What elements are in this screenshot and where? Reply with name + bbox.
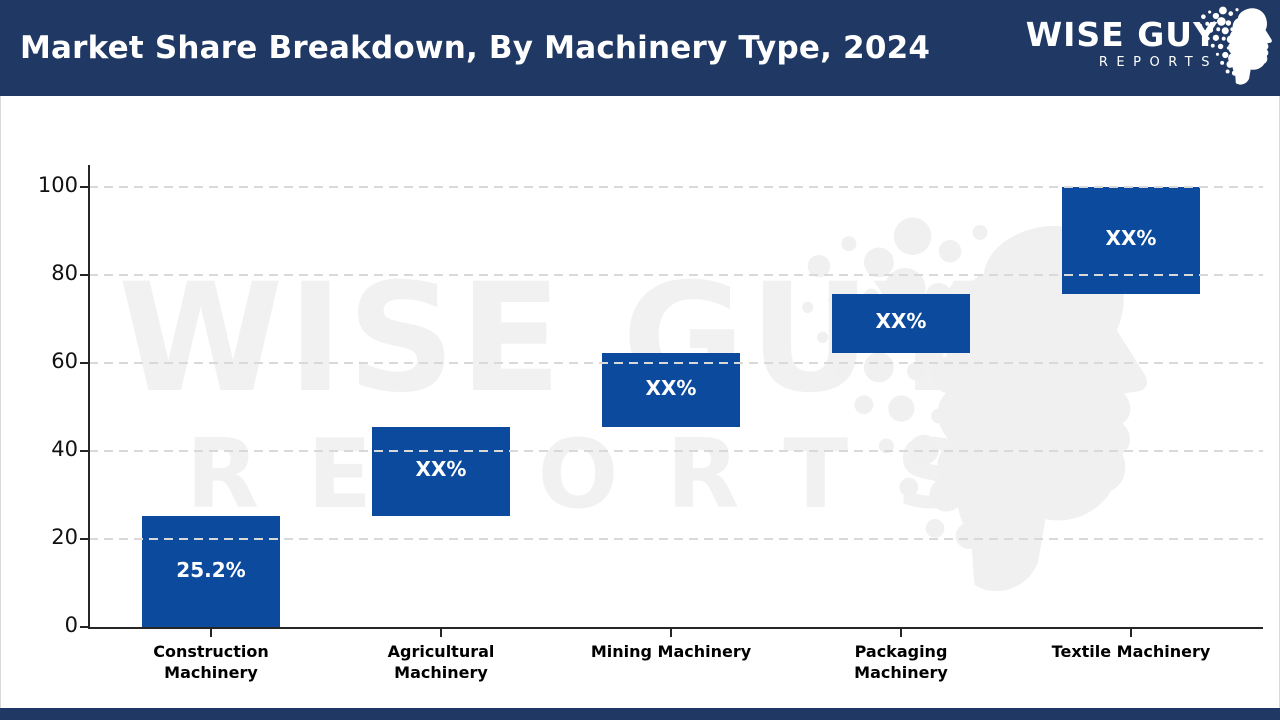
x-axis-label-line: Machinery (164, 663, 258, 682)
x-axis-label-line: Textile Machinery (1051, 642, 1211, 661)
chart-title: Market Share Breakdown, By Machinery Typ… (20, 30, 931, 66)
bar-value-label: XX% (875, 309, 927, 334)
x-axis-spine (88, 627, 1263, 629)
bar-value-label: 25.2% (176, 557, 246, 582)
x-tick-mark (1130, 629, 1132, 637)
bar-value-label: XX% (415, 457, 467, 482)
y-tick-mark (80, 362, 89, 364)
bar-mining-machinery (602, 352, 740, 427)
bar-value-label: XX% (1105, 226, 1157, 251)
y-axis-tick-label: 40 (51, 437, 78, 461)
y-tick-mark (80, 626, 89, 628)
watermark-sub-text: REPORTS (186, 420, 1013, 530)
x-axis-category-label: Packaging Machinery (789, 641, 1013, 683)
x-axis-category-label: Mining Machinery (559, 641, 783, 662)
brand-logo: WISE GUY REPORTS (1025, 15, 1218, 71)
bar-construction-machinery (142, 516, 280, 627)
bar-agricultural-machinery (372, 426, 510, 517)
x-axis-label-line: Mining Machinery (590, 642, 752, 661)
y-axis-tick-label: 60 (51, 349, 78, 373)
y-axis-spine (88, 165, 90, 629)
y-tick-mark (80, 186, 89, 188)
gridline (89, 450, 1263, 452)
x-axis-category-label: Construction Machinery (99, 641, 323, 683)
y-axis-tick-label: 100 (37, 173, 78, 197)
footer-bar (0, 708, 1280, 720)
x-tick-mark (210, 629, 212, 637)
x-axis-category-label: Agricultural Machinery (329, 641, 553, 683)
y-axis-tick-label: 20 (51, 525, 78, 549)
header-band: Market Share Breakdown, By Machinery Typ… (0, 0, 1280, 96)
bar-textile-machinery (1062, 187, 1200, 294)
x-axis-category-label: Textile Machinery (1019, 641, 1243, 662)
brand-head-dots-icon (1199, 6, 1272, 85)
gridline (89, 186, 1263, 188)
gridline (89, 538, 1263, 540)
x-tick-mark (440, 629, 442, 637)
y-tick-mark (80, 274, 89, 276)
x-axis-label-line: Machinery (854, 663, 948, 682)
x-tick-mark (900, 629, 902, 637)
gridline (89, 362, 1263, 364)
x-axis-label-line: Construction (153, 642, 269, 661)
brand-logo-name: WISE GUY (1025, 15, 1218, 54)
y-tick-mark (80, 450, 89, 452)
x-axis-label-line: Machinery (394, 663, 488, 682)
gridline (89, 274, 1263, 276)
bar-packaging-machinery (832, 293, 970, 353)
bar-value-label: XX% (645, 375, 697, 400)
y-tick-mark (80, 538, 89, 540)
x-axis-label-line: Agricultural (387, 642, 495, 661)
x-tick-mark (670, 629, 672, 637)
x-axis-label-line: Packaging (854, 642, 948, 661)
y-axis-tick-label: 0 (64, 613, 78, 637)
brand-logo-sub: REPORTS (1098, 55, 1218, 70)
y-axis-tick-label: 80 (51, 261, 78, 285)
